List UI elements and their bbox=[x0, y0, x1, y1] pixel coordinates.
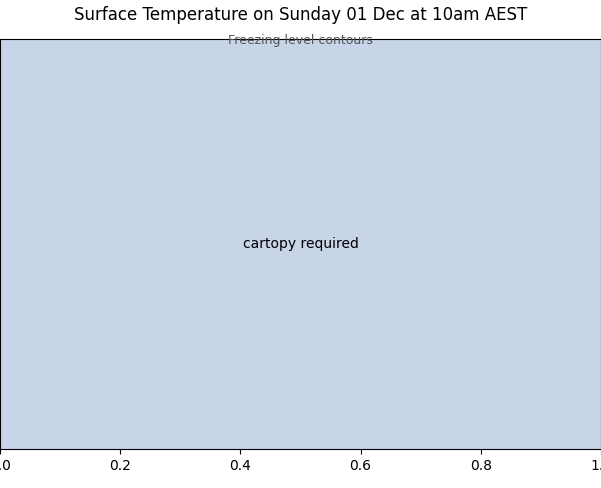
Text: cartopy required: cartopy required bbox=[243, 237, 358, 251]
Text: Freezing level contours: Freezing level contours bbox=[228, 34, 373, 46]
Text: Surface Temperature on Sunday 01 Dec at 10am AEST: Surface Temperature on Sunday 01 Dec at … bbox=[74, 6, 527, 23]
